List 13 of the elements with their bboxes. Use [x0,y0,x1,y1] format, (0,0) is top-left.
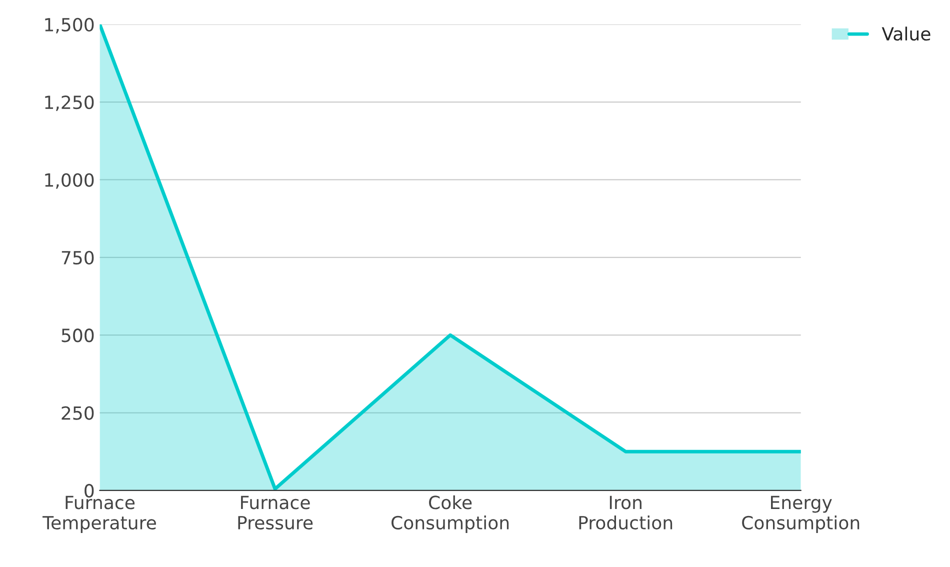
x-tick-label: Coke Consumption [392,495,509,534]
legend-label: Value [882,26,930,41]
y-tick-label: 750 [62,250,94,265]
y-tick-label: 1,500 [45,18,94,34]
x-tick-label: Furnace Temperature [42,496,156,534]
y-tick-label: 0 [84,484,94,498]
y-tick-label: 1,000 [45,173,94,189]
x-tick-label: Iron Production [579,496,672,530]
x-tick-label: Furnace Pressure [238,496,313,530]
y-tick-label: 500 [62,328,94,342]
y-tick-label: 250 [62,406,94,420]
x-tick-label: Energy Consumption [742,496,860,534]
y-tick-label: 1,250 [45,96,94,112]
